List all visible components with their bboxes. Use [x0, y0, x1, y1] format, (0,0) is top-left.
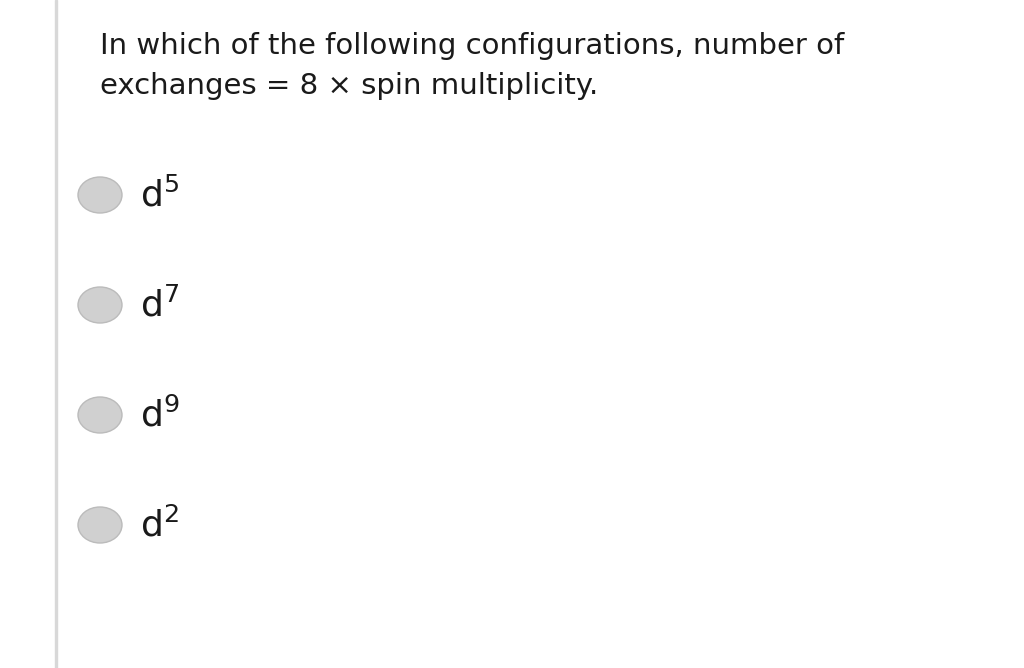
Text: In which of the following configurations, number of: In which of the following configurations…	[100, 32, 844, 60]
Text: d$^5$: d$^5$	[140, 177, 179, 213]
Text: d$^2$: d$^2$	[140, 507, 179, 543]
Ellipse shape	[78, 507, 122, 543]
Text: exchanges = 8 × spin multiplicity.: exchanges = 8 × spin multiplicity.	[100, 72, 598, 100]
Ellipse shape	[78, 177, 122, 213]
Ellipse shape	[78, 287, 122, 323]
Bar	[55, 0, 57, 668]
Ellipse shape	[78, 397, 122, 433]
Text: d$^7$: d$^7$	[140, 287, 179, 323]
Text: d$^9$: d$^9$	[140, 397, 179, 433]
